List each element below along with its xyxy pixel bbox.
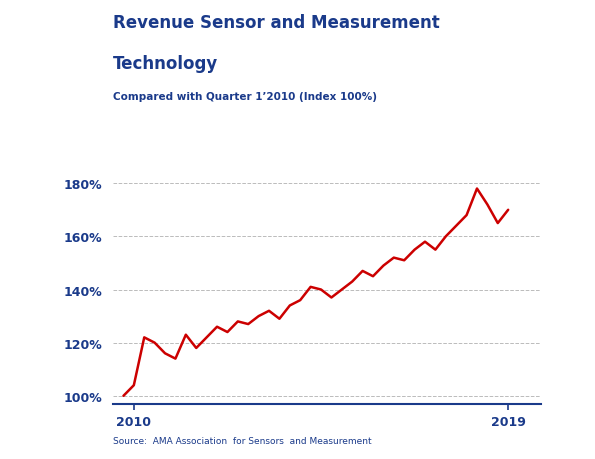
Text: Technology: Technology: [113, 55, 218, 73]
Text: Revenue Sensor and Measurement: Revenue Sensor and Measurement: [113, 14, 440, 32]
Text: Compared with Quarter 1’2010 (Index 100%): Compared with Quarter 1’2010 (Index 100%…: [113, 92, 377, 102]
Text: Source:  AMA Association  for Sensors  and Measurement: Source: AMA Association for Sensors and …: [113, 436, 372, 445]
